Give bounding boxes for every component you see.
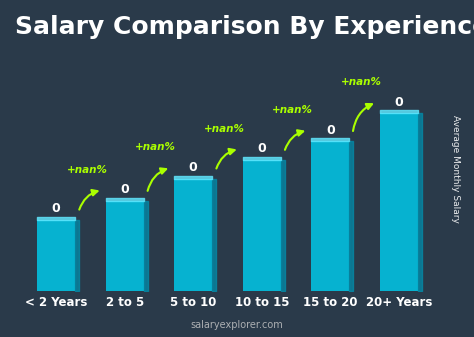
Text: Salary Comparison By Experience: Salary Comparison By Experience: [15, 15, 474, 39]
Bar: [174, 179, 212, 290]
Bar: [106, 201, 144, 290]
Text: +nan%: +nan%: [341, 77, 382, 87]
Bar: [243, 160, 281, 290]
Text: +nan%: +nan%: [204, 124, 245, 134]
Text: Average Monthly Salary: Average Monthly Salary: [451, 115, 460, 222]
Text: 0: 0: [257, 142, 266, 155]
Text: 0: 0: [120, 183, 129, 196]
Text: 0: 0: [189, 161, 198, 174]
Bar: [380, 113, 418, 290]
Text: 0: 0: [326, 124, 335, 136]
Text: 0: 0: [52, 202, 61, 215]
Text: salaryexplorer.com: salaryexplorer.com: [191, 320, 283, 330]
Text: +nan%: +nan%: [135, 143, 176, 152]
Text: +nan%: +nan%: [272, 105, 313, 115]
Bar: [37, 220, 75, 290]
Text: 0: 0: [394, 96, 403, 109]
Text: +nan%: +nan%: [66, 165, 108, 175]
Bar: [311, 141, 349, 290]
